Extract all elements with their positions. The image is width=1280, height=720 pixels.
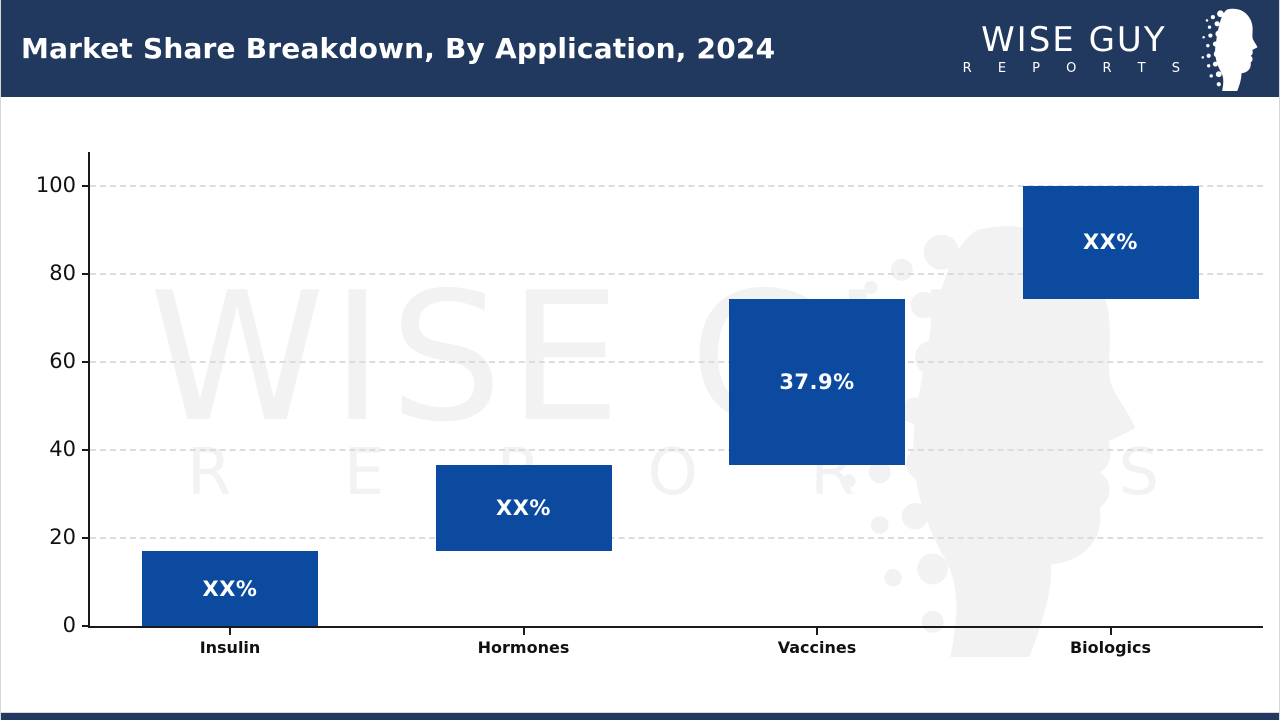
footer-strip — [1, 713, 1279, 720]
x-tick-insulin — [229, 628, 231, 635]
x-tick-vaccines — [816, 628, 818, 635]
x-tick-biologics — [1109, 628, 1112, 635]
y-tick-60 — [82, 361, 90, 363]
y-tick-label-40: 40 — [49, 437, 76, 461]
gridline-40 — [90, 449, 1263, 451]
bar-insulin: XX% — [142, 551, 318, 626]
wise-guy-reports-logo: WISE GUY R E P O R T S — [957, 7, 1279, 91]
chart-area: WISE GU R E P O R T S 0 20 40 60 80 100 XX% Ins… — [1, 97, 1279, 713]
logo-wordmark: WISE GUY — [981, 19, 1167, 60]
header: Market Share Breakdown, By Application, … — [1, 0, 1279, 97]
y-tick-100 — [82, 185, 90, 187]
logo-text: WISE GUY R E P O R T S — [957, 23, 1191, 75]
y-tick-label-60: 60 — [49, 349, 76, 373]
y-tick-label-20: 20 — [49, 525, 76, 549]
y-tick-80 — [82, 273, 90, 275]
y-tick-label-0: 0 — [62, 613, 76, 637]
gridline-60 — [90, 361, 1263, 363]
category-label-hormones: Hormones — [477, 638, 570, 657]
y-tick-label-80: 80 — [49, 261, 76, 285]
category-label-insulin: Insulin — [199, 638, 261, 657]
dotted-head-icon — [1201, 8, 1258, 91]
y-tick-20 — [82, 537, 90, 539]
bar-hormones: XX% — [435, 465, 612, 552]
bar-label-insulin: XX% — [202, 576, 258, 601]
x-tick-hormones — [522, 628, 525, 635]
y-tick-0 — [82, 625, 90, 627]
logo-subtext: R E P O R T S — [962, 60, 1191, 76]
bar-label-hormones: XX% — [496, 496, 551, 521]
page-title: Market Share Breakdown, By Application, … — [21, 32, 776, 65]
y-tick-label-100: 100 — [35, 173, 76, 197]
x-axis — [88, 626, 1263, 628]
y-axis — [88, 152, 90, 628]
category-label-biologics: Biologics — [1069, 638, 1152, 657]
y-tick-40 — [82, 449, 90, 451]
bar-biologics: XX% — [1022, 186, 1199, 299]
category-label-vaccines: Vaccines — [777, 638, 857, 657]
bar-vaccines: 37.9% — [729, 298, 905, 466]
gridline-80 — [90, 273, 1263, 275]
gridline-100 — [90, 185, 1263, 187]
bar-label-biologics: XX% — [1083, 230, 1138, 255]
gridline-20 — [90, 537, 1263, 539]
bar-label-vaccines: 37.9% — [779, 370, 855, 394]
footer-divider — [1, 712, 1279, 713]
